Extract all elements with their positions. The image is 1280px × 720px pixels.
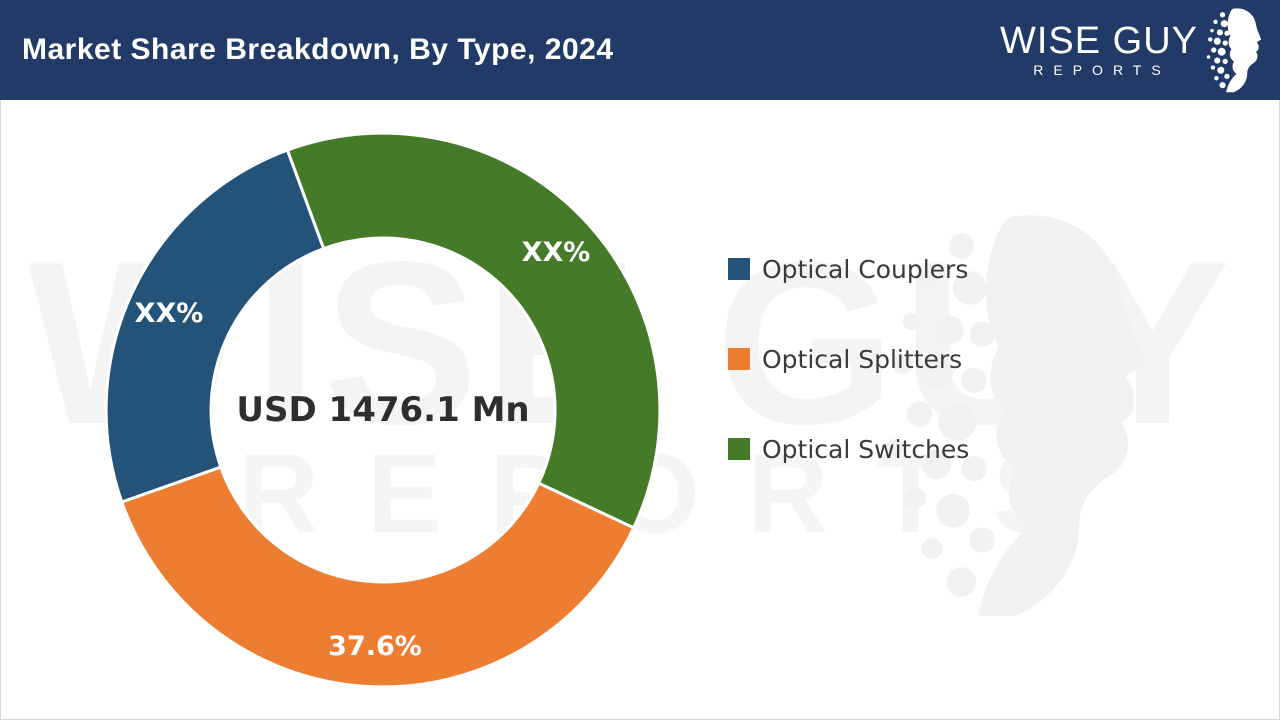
legend-item-optical-switches: Optical Switches [728,434,970,464]
legend-swatch-blue-icon [728,258,750,280]
legend-label: Optical Switches [762,434,970,464]
header-bar: Market Share Breakdown, By Type, 2024 WI… [0,0,1280,100]
wiseguy-logo: WISE GUY REPORTS [1000,4,1266,96]
segment-label-couplers: XX% [135,298,204,329]
watermark-face-icon [885,215,1147,616]
logo-text: WISE GUY REPORTS [1000,21,1198,79]
legend-swatch-green-icon [728,438,750,460]
segment-label-splitters: 37.6% [328,631,422,662]
chart-legend: Optical Couplers Optical Splitters Optic… [728,255,969,525]
segment-optical-couplers [104,148,326,504]
donut-chart: XX% XX% 37.6% USD 1476.1 Mn [104,131,662,689]
segment-optical-splitters [120,465,636,689]
page-title: Market Share Breakdown, By Type, 2024 [22,33,614,66]
segment-label-switches: XX% [522,237,591,268]
segment-optical-switches [285,131,662,530]
face-profile-icon [1206,8,1262,93]
legend-item-optical-couplers: Optical Couplers [728,254,969,284]
chart-area: WISE GUY REPORTS [0,100,1280,720]
donut-center-value: USD 1476.1 Mn [236,390,529,430]
legend-item-optical-splitters: Optical Splitters [728,344,969,374]
legend-label: Optical Couplers [762,254,969,284]
legend-swatch-orange-icon [728,348,750,370]
logo-brand-sub: REPORTS [1033,62,1171,78]
legend-label: Optical Splitters [762,344,963,374]
logo-brand-name: WISE GUY [999,20,1198,62]
